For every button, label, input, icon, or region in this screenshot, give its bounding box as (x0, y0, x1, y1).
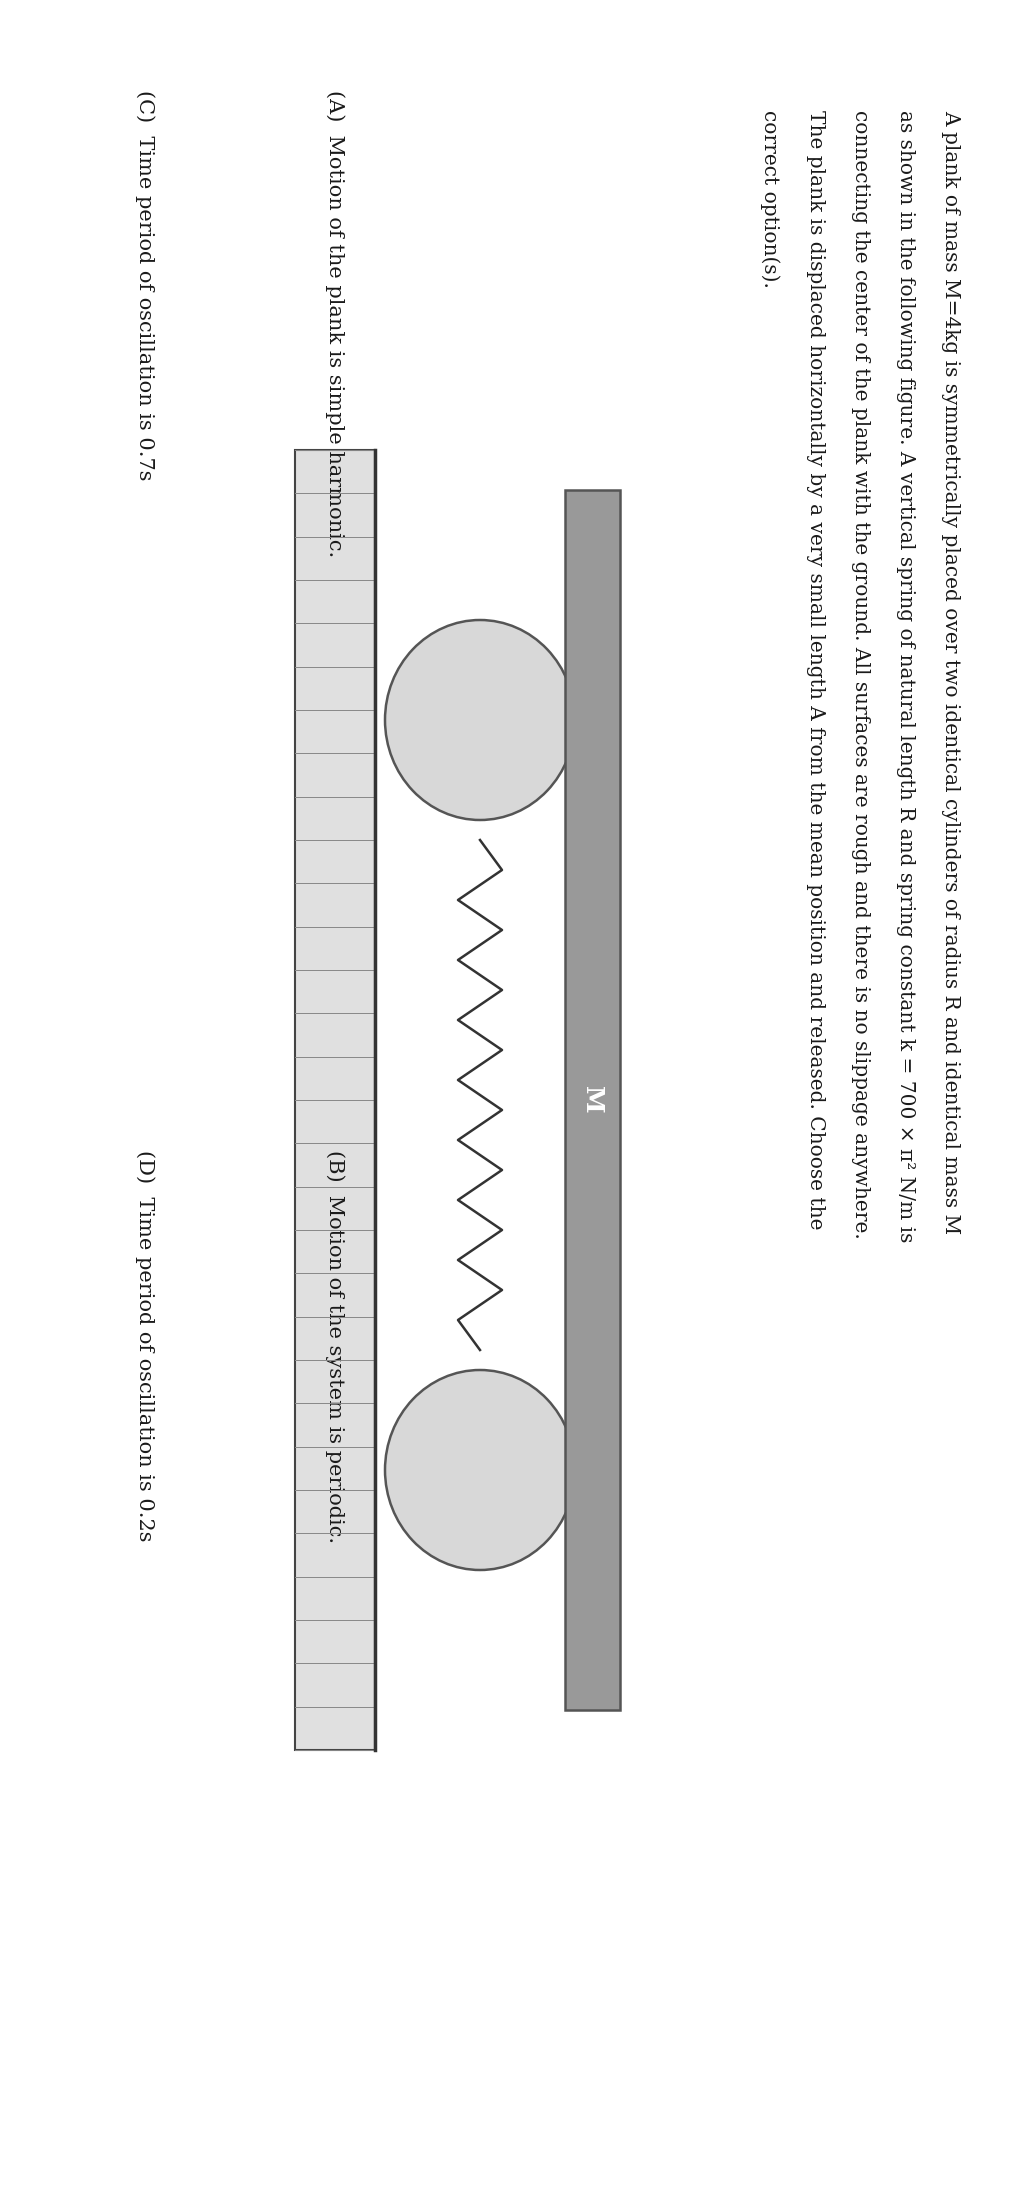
Text: (B)  Motion of the system is periodic.: (B) Motion of the system is periodic. (326, 1149, 345, 1544)
Text: connecting the center of the plank with the ground. All surfaces are rough and t: connecting the center of the plank with … (851, 110, 870, 1240)
Text: A plank of mass M=4kg is symmetrically placed over two identical cylinders of ra: A plank of mass M=4kg is symmetrically p… (941, 110, 961, 1233)
Text: as shown in the following figure. A vertical spring of natural length R and spri: as shown in the following figure. A vert… (896, 110, 915, 1242)
Text: M: M (581, 1085, 604, 1114)
Text: (A)  Motion of the plank is simple harmonic.: (A) Motion of the plank is simple harmon… (326, 90, 345, 558)
Text: (C)  Time period of oscillation is 0.7s: (C) Time period of oscillation is 0.7s (135, 90, 155, 481)
Bar (565, 490, 620, 1710)
Ellipse shape (385, 620, 575, 821)
Text: (D)  Time period of oscillation is 0.2s: (D) Time period of oscillation is 0.2s (135, 1149, 155, 1542)
Text: correct option(s).: correct option(s). (761, 110, 780, 287)
Text: The plank is displaced horizontally by a very small length A from the mean posit: The plank is displaced horizontally by a… (806, 110, 825, 1229)
Ellipse shape (385, 1370, 575, 1571)
Bar (295, 450, 375, 1749)
